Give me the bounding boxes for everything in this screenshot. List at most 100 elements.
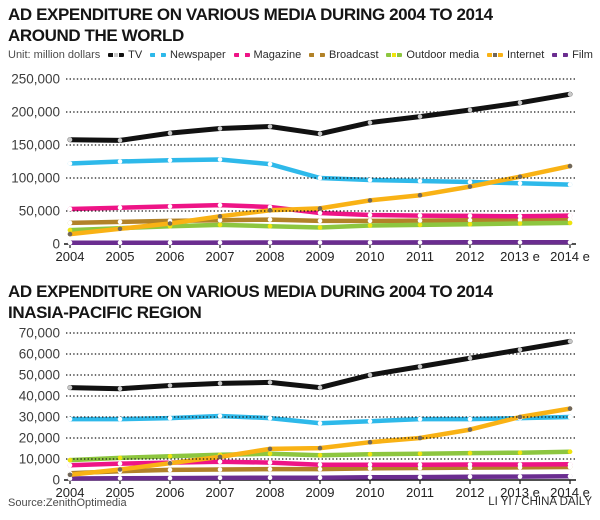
- data-point: [167, 204, 173, 209]
- y-axis-label: 40,000: [19, 389, 60, 404]
- x-axis-label: 2013 e: [500, 485, 540, 500]
- data-point: [317, 210, 323, 216]
- data-point: [517, 181, 523, 186]
- data-point: [567, 217, 573, 222]
- data-point: [167, 157, 173, 163]
- y-axis-label: 250,000: [11, 72, 60, 87]
- data-point: [167, 460, 173, 466]
- data-point: [217, 157, 223, 162]
- data-point: [417, 218, 423, 223]
- data-point: [267, 466, 273, 472]
- x-axis-label: 2005: [106, 485, 135, 500]
- data-point: [267, 415, 273, 421]
- data-point: [417, 178, 423, 184]
- data-point: [517, 474, 523, 479]
- data-point: [567, 240, 573, 245]
- data-point: [567, 473, 573, 479]
- x-axis-label: 2012: [456, 249, 485, 264]
- data-point: [117, 416, 123, 422]
- data-point: [367, 218, 373, 224]
- data-point: [217, 126, 223, 131]
- data-point: [367, 475, 373, 480]
- data-point: [167, 415, 173, 421]
- data-point: [117, 455, 123, 461]
- data-point: [167, 454, 173, 459]
- data-point: [367, 120, 373, 125]
- magazine-line-swatch-icon: [233, 53, 250, 57]
- data-point: [167, 130, 173, 136]
- data-point: [417, 213, 423, 218]
- y-axis-label: 50,000: [19, 368, 60, 383]
- data-point: [317, 225, 323, 230]
- data-point: [317, 385, 323, 390]
- data-point: [217, 459, 223, 464]
- data-point: [467, 221, 473, 227]
- data-point: [467, 450, 473, 456]
- data-point: [217, 381, 223, 386]
- data-point: [517, 450, 523, 455]
- data-point: [117, 476, 123, 481]
- data-point: [517, 347, 523, 353]
- y-axis-label: 100,000: [11, 171, 60, 186]
- data-point: [367, 223, 373, 228]
- legend: Unit: million dollars TV Newspaper Magazin…: [8, 49, 593, 61]
- data-point: [167, 240, 173, 245]
- x-axis-label: 2004: [56, 249, 85, 264]
- newspaper-line-swatch-icon: [150, 53, 167, 57]
- x-axis-label: 2009: [306, 249, 335, 264]
- series-newspaper-markers: [67, 157, 573, 187]
- data-point: [317, 421, 323, 426]
- y-axis-label: 150,000: [11, 138, 60, 153]
- data-point: [367, 439, 373, 445]
- data-point: [67, 231, 73, 237]
- data-point: [567, 182, 573, 187]
- world-chart-title-line1: AD EXPENDITURE ON VARIOUS MEDIA DURING 2…: [8, 5, 493, 24]
- data-point: [567, 462, 573, 467]
- y-axis-label: 60,000: [19, 347, 60, 362]
- data-point: [267, 380, 273, 385]
- data-point: [317, 445, 323, 451]
- tv-line-swatch-icon: [108, 53, 125, 57]
- asia-pacific-chart: 2004 2005 2006 2007 2008 2009 2010 2011 2012 2013…: [19, 326, 590, 501]
- data-point: [417, 462, 423, 467]
- asia-pacific-chart-title-line1: AD EXPENDITURE ON VARIOUS MEDIA DURING 2…: [8, 282, 493, 301]
- data-point: [517, 462, 523, 467]
- data-point: [117, 205, 123, 210]
- source-credit: Source:ZenithOptimedia: [8, 497, 127, 509]
- data-point: [567, 220, 573, 226]
- legend-label: Broadcast: [329, 49, 379, 61]
- x-axis-label: 2014 e: [550, 485, 590, 500]
- data-point: [317, 475, 323, 480]
- data-point: [67, 476, 73, 481]
- data-point: [317, 218, 323, 224]
- outdoor-line-swatch-icon: [386, 53, 403, 57]
- y-axis-label: 10,000: [19, 452, 60, 467]
- legend-label: Outdoor media: [406, 49, 480, 61]
- data-point: [67, 227, 73, 233]
- y-axis-label: 200,000: [11, 105, 60, 120]
- film-line-swatch-icon: [552, 53, 569, 57]
- data-point: [67, 463, 73, 468]
- x-axis-label: 2006: [156, 485, 185, 500]
- data-point: [167, 383, 173, 388]
- data-point: [117, 219, 123, 225]
- x-axis-label: 2013 e: [500, 249, 540, 264]
- data-point: [417, 192, 423, 198]
- y-axis-label: 0: [52, 473, 60, 488]
- data-point: [167, 467, 173, 473]
- data-point: [467, 107, 473, 113]
- data-point: [267, 204, 273, 210]
- x-axis-label: 2011: [406, 249, 434, 264]
- data-point: [517, 414, 523, 420]
- legend-item-newspaper: Newspaper: [150, 49, 226, 61]
- data-point: [267, 208, 273, 213]
- legend-label: Newspaper: [170, 49, 226, 61]
- unit-label: Unit: million dollars: [8, 49, 101, 61]
- data-point: [367, 451, 373, 457]
- data-point: [67, 206, 73, 212]
- data-point: [267, 217, 273, 222]
- data-point: [467, 474, 473, 480]
- data-point: [67, 472, 73, 478]
- data-point: [417, 416, 423, 422]
